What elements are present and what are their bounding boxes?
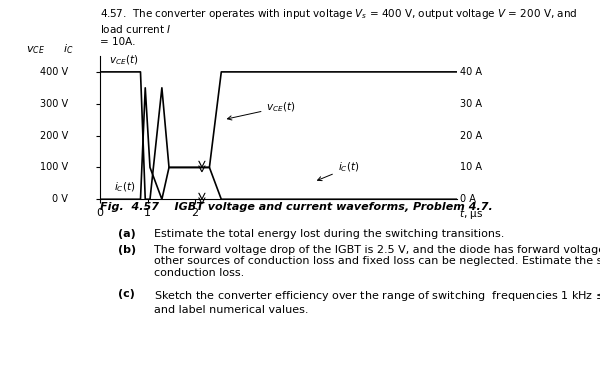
Text: $i_C(t)$: $i_C(t)$ [317, 161, 359, 181]
Text: 200 V: 200 V [40, 131, 68, 141]
Text: 400 V: 400 V [40, 67, 68, 77]
Text: ≪: ≪ [197, 191, 210, 204]
Text: Sketch the converter efficiency over the range of switching  frequencies 1 kHz ≤: Sketch the converter efficiency over the… [154, 289, 600, 315]
Text: The forward voltage drop of the IGBT is 2.5 V, and the diode has forward voltage: The forward voltage drop of the IGBT is … [154, 245, 600, 278]
Text: $i_C(t)$: $i_C(t)$ [115, 181, 136, 194]
Text: 100 V: 100 V [40, 162, 68, 172]
Text: Fig.  4.57    IGBT voltage and current waveforms, Problem 4.7.: Fig. 4.57 IGBT voltage and current wavef… [100, 202, 493, 212]
Text: 40 A: 40 A [460, 67, 482, 77]
Text: Estimate the total energy lost during the switching transitions.: Estimate the total energy lost during th… [154, 229, 504, 239]
Text: $i_C$: $i_C$ [63, 42, 73, 56]
Text: 30 A: 30 A [460, 99, 482, 109]
Text: $v_{CE}(t)$: $v_{CE}(t)$ [227, 100, 296, 120]
Text: 0 A: 0 A [460, 194, 476, 204]
Text: $v_{CE}(t)$: $v_{CE}(t)$ [109, 54, 139, 67]
Text: ≪: ≪ [197, 159, 210, 172]
Text: (b): (b) [118, 245, 136, 255]
Text: 300 V: 300 V [40, 99, 68, 109]
Text: (a): (a) [118, 229, 136, 239]
Text: $t$, μs: $t$, μs [459, 207, 483, 221]
Text: $v_{CE}$: $v_{CE}$ [26, 44, 46, 56]
Text: 20 A: 20 A [460, 131, 482, 141]
Text: 0 V: 0 V [52, 194, 68, 204]
Text: 10 A: 10 A [460, 162, 482, 172]
Text: 4.57.  The converter operates with input voltage $V_s$ = 400 V, output voltage $: 4.57. The converter operates with input … [100, 7, 578, 47]
Text: (c): (c) [118, 289, 135, 299]
